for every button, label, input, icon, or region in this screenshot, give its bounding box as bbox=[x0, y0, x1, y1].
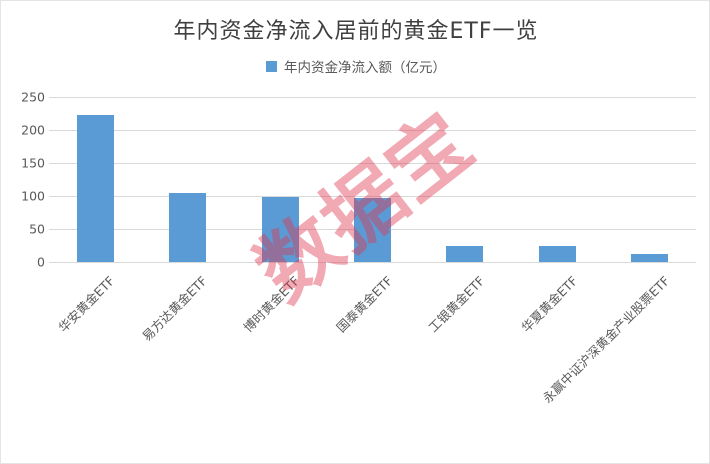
legend-swatch-icon bbox=[266, 60, 277, 72]
legend: 年内资金净流入额（亿元） bbox=[1, 56, 709, 76]
bar bbox=[631, 254, 669, 262]
y-tick-label: 250 bbox=[21, 89, 45, 105]
bar bbox=[354, 197, 391, 262]
x-axis-label: 华安黄金ETF bbox=[55, 273, 118, 336]
x-axis-label: 博时黄金ETF bbox=[240, 273, 303, 336]
y-tick-label: 200 bbox=[21, 122, 45, 138]
y-tick-label: 50 bbox=[29, 221, 45, 237]
x-axis-label: 国泰黄金ETF bbox=[333, 273, 396, 336]
chart-title: 年内资金净流入居前的黄金ETF一览 bbox=[173, 19, 539, 44]
gridline bbox=[49, 262, 696, 263]
bar bbox=[538, 246, 576, 262]
x-axis-label: 华夏黄金ETF bbox=[518, 273, 581, 336]
legend-label: 年内资金净流入额（亿元） bbox=[284, 60, 446, 76]
x-axis-label: 易方达黄金ETF bbox=[139, 273, 211, 344]
gridline bbox=[49, 130, 696, 131]
y-tick-label: 150 bbox=[21, 155, 45, 171]
bar bbox=[76, 115, 114, 262]
y-tick-label: 0 bbox=[37, 254, 45, 270]
gridline bbox=[49, 196, 696, 197]
y-tick-label: 100 bbox=[21, 188, 45, 204]
x-axis-label: 工银黄金ETF bbox=[425, 273, 488, 336]
bar bbox=[169, 193, 207, 262]
gridline bbox=[49, 163, 696, 164]
gridline bbox=[49, 97, 696, 98]
bar bbox=[446, 246, 484, 262]
bar bbox=[261, 196, 299, 262]
